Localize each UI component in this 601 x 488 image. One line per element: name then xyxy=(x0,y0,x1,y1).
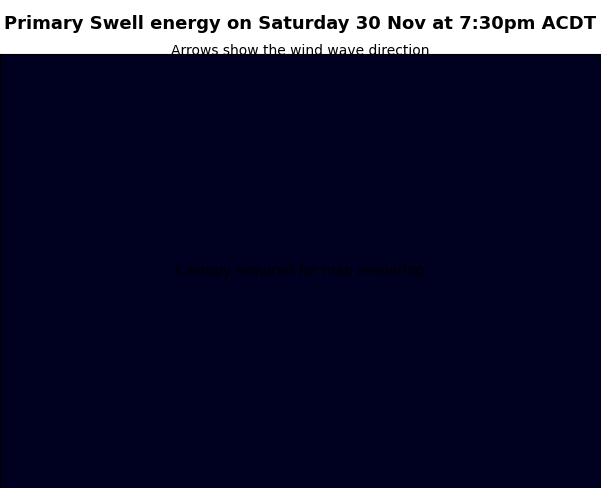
Text: Cartopy required for map rendering: Cartopy required for map rendering xyxy=(176,264,425,278)
Text: Arrows show the wind wave direction: Arrows show the wind wave direction xyxy=(171,44,430,58)
Text: Primary Swell energy on Saturday 30 Nov at 7:30pm ACDT: Primary Swell energy on Saturday 30 Nov … xyxy=(4,15,597,33)
